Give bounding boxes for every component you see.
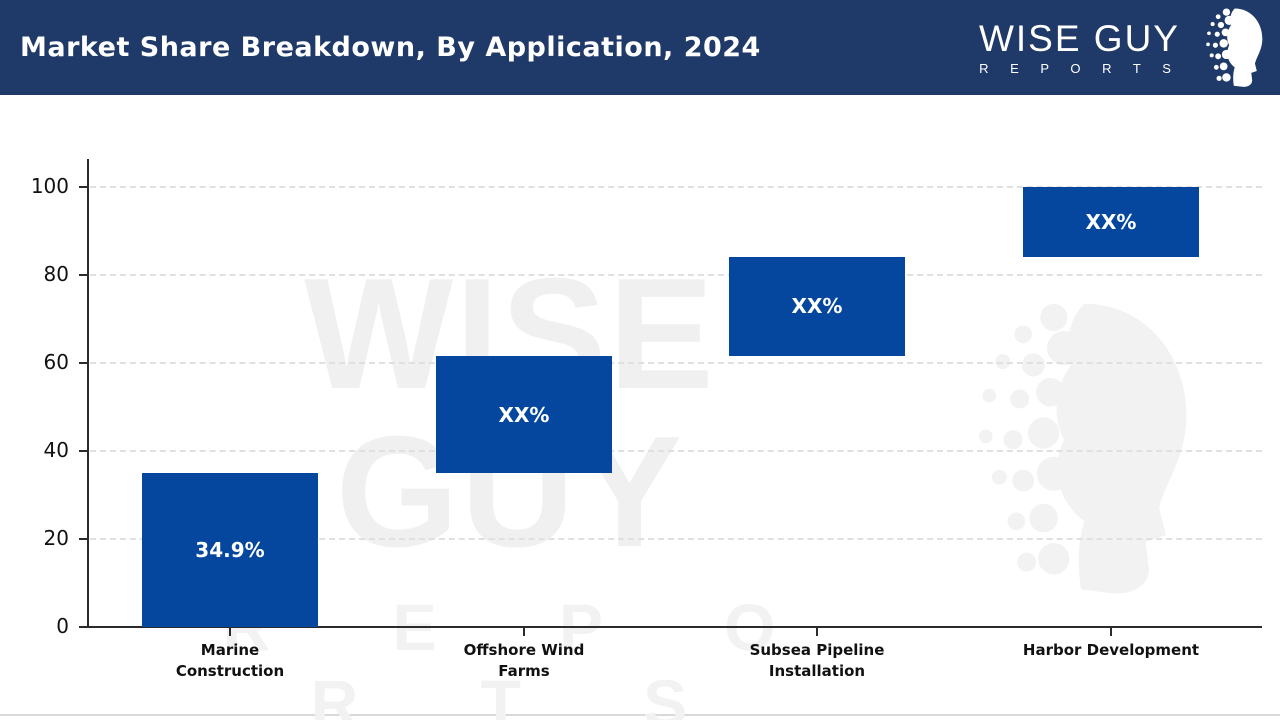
bar-offshore-wind-farms: XX% (436, 356, 612, 474)
wiseguy-head-icon (1206, 7, 1263, 87)
y-tick-0 (79, 626, 87, 628)
header: Market Share Breakdown, By Application, … (0, 0, 1280, 95)
category-label-line: Marine (200, 641, 260, 659)
gridline-100 (90, 186, 1262, 188)
y-axis-spine (87, 159, 89, 628)
y-tick-100 (79, 186, 87, 188)
y-tick-label-80: 80 (43, 262, 69, 286)
category-label-harbor-development: Harbor Development (991, 640, 1231, 661)
bar-subsea-pipeline-installation: XX% (729, 256, 905, 357)
x-tick-subsea-pipeline-installation (816, 628, 818, 636)
x-tick-offshore-wind-farms (523, 628, 525, 636)
y-tick-60 (79, 362, 87, 364)
y-tick-20 (79, 538, 87, 540)
logo-wordmark: WISE GUY (978, 17, 1180, 59)
logo-subtext: R E P O R T S (979, 60, 1180, 76)
y-tick-label-40: 40 (43, 438, 69, 462)
category-label-offshore-wind-farms: Offshore Wind Farms (404, 640, 644, 682)
bar-value-label-offshore-wind-farms: XX% (498, 402, 550, 427)
category-label-line: Subsea Pipeline (749, 641, 885, 659)
x-axis-spine (87, 626, 1262, 628)
footer-divider (0, 714, 1280, 716)
gridline-20 (90, 538, 1262, 540)
plot: 0 20 40 60 80 100 34.9% Marine Construction XX% Of… (0, 95, 1280, 720)
y-tick-label-0: 0 (56, 614, 69, 638)
category-label-line: Offshore Wind (463, 641, 585, 659)
gridline-60 (90, 362, 1262, 364)
bar-harbor-development: XX% (1023, 187, 1199, 257)
category-label-line: Construction (175, 662, 285, 680)
logo-text: WISE GUY R E P O R T S (979, 20, 1180, 76)
category-label-subsea-pipeline-installation: Subsea Pipeline Installation (697, 640, 937, 682)
x-tick-harbor-development (1110, 628, 1112, 636)
wiseguy-logo: WISE GUY R E P O R T S (979, 5, 1280, 91)
y-tick-80 (79, 274, 87, 276)
chart-area: WISE GUY R E P O R T S 0 20 40 60 80 100 34.9%… (0, 95, 1280, 720)
bar-value-label-subsea-pipeline-installation: XX% (791, 294, 843, 319)
category-label-marine-construction: Marine Construction (110, 640, 350, 682)
gridline-80 (90, 274, 1262, 276)
category-label-line: Harbor Development (1022, 641, 1200, 659)
bar-value-label-harbor-development: XX% (1085, 209, 1137, 234)
y-tick-40 (79, 450, 87, 452)
category-label-line: Farms (498, 662, 550, 680)
category-label-line: Installation (768, 662, 866, 680)
y-tick-label-60: 60 (43, 350, 69, 374)
chart-title: Market Share Breakdown, By Application, … (20, 32, 761, 63)
bar-value-label-marine-construction: 34.9% (195, 538, 265, 563)
y-tick-label-100: 100 (30, 174, 69, 198)
gridline-40 (90, 450, 1262, 452)
y-tick-label-20: 20 (43, 526, 69, 550)
bar-marine-construction: 34.9% (142, 473, 318, 627)
x-tick-marine-construction (229, 628, 231, 636)
